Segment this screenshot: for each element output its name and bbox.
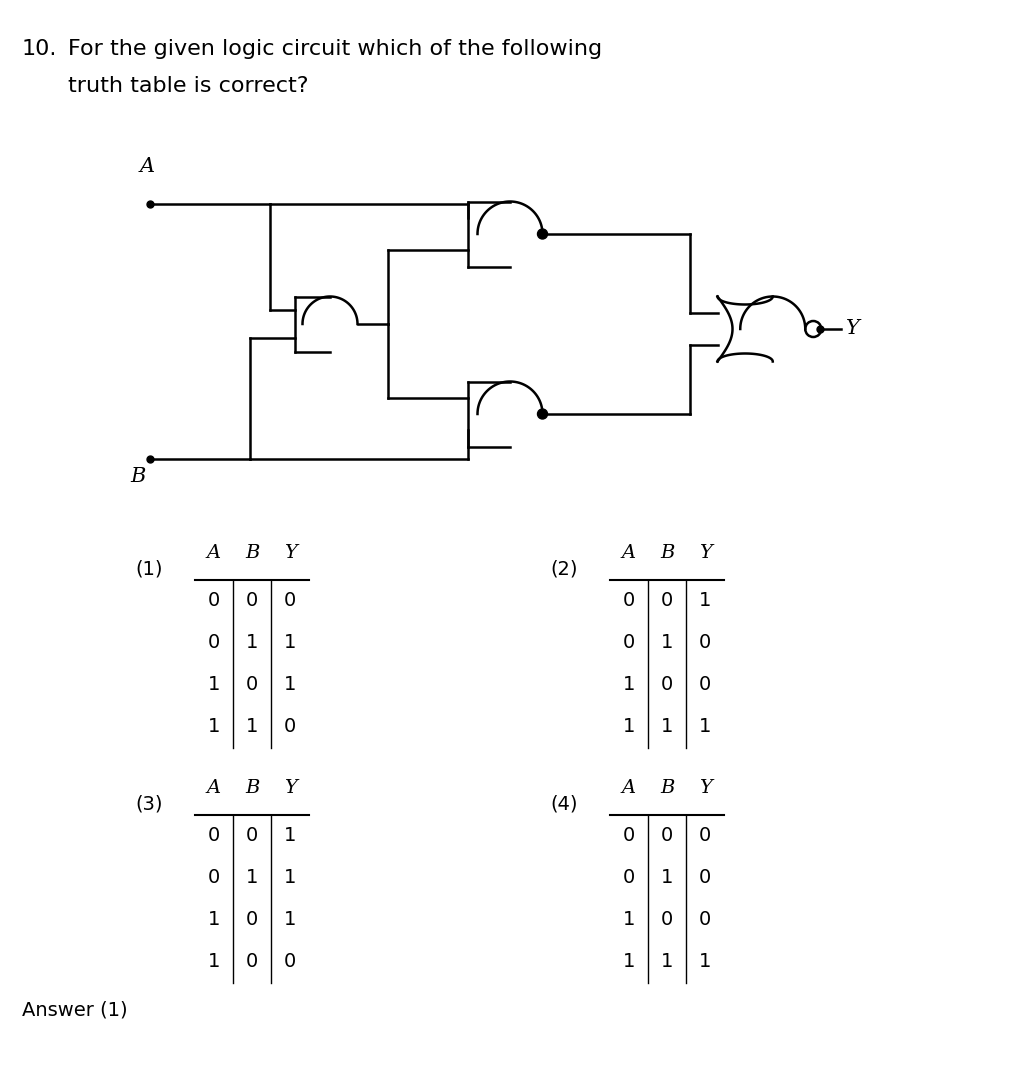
Text: A: A: [207, 779, 221, 797]
Text: 0: 0: [623, 868, 635, 887]
Text: 0: 0: [284, 591, 296, 610]
Text: 1: 1: [660, 953, 673, 971]
Text: 1: 1: [623, 676, 635, 694]
Text: 0: 0: [284, 953, 296, 971]
Text: 0: 0: [208, 634, 220, 652]
Text: 1: 1: [284, 868, 296, 887]
Text: 1: 1: [246, 868, 258, 887]
Text: B: B: [245, 779, 259, 797]
Text: B: B: [130, 467, 145, 487]
Text: B: B: [659, 545, 674, 562]
Text: 1: 1: [660, 868, 673, 887]
Text: 1: 1: [246, 717, 258, 736]
Text: 0: 0: [698, 826, 711, 845]
Text: (2): (2): [550, 560, 578, 579]
Text: 0: 0: [246, 676, 258, 694]
Text: 1: 1: [698, 717, 712, 736]
Text: Y: Y: [846, 319, 860, 338]
Text: 0: 0: [246, 910, 258, 929]
Text: (1): (1): [135, 560, 163, 579]
Text: 0: 0: [284, 717, 296, 736]
Text: A: A: [207, 545, 221, 562]
Text: Answer (1): Answer (1): [22, 1000, 128, 1019]
Text: 0: 0: [623, 634, 635, 652]
Text: 0: 0: [208, 826, 220, 845]
Text: 1: 1: [660, 634, 673, 652]
Text: 1: 1: [623, 910, 635, 929]
Text: 1: 1: [208, 910, 220, 929]
Text: 0: 0: [623, 591, 635, 610]
Text: 1: 1: [246, 634, 258, 652]
Text: For the given logic circuit which of the following: For the given logic circuit which of the…: [68, 39, 602, 59]
Text: 0: 0: [698, 868, 711, 887]
Text: 0: 0: [246, 953, 258, 971]
Text: 0: 0: [208, 591, 220, 610]
Text: truth table is correct?: truth table is correct?: [68, 76, 308, 96]
Text: Y: Y: [698, 779, 712, 797]
Text: Y: Y: [698, 545, 712, 562]
Text: B: B: [245, 545, 259, 562]
Text: A: A: [140, 157, 155, 176]
Text: 1: 1: [698, 591, 712, 610]
Text: 0: 0: [698, 634, 711, 652]
Text: (3): (3): [135, 795, 163, 813]
Text: 1: 1: [284, 826, 296, 845]
Text: 10.: 10.: [22, 39, 57, 59]
Text: 1: 1: [623, 717, 635, 736]
Text: 0: 0: [660, 591, 673, 610]
Text: 0: 0: [660, 826, 673, 845]
Text: 0: 0: [246, 826, 258, 845]
Text: 0: 0: [660, 910, 673, 929]
Text: 0: 0: [660, 676, 673, 694]
Circle shape: [538, 409, 548, 419]
Circle shape: [538, 229, 548, 240]
Text: 0: 0: [208, 868, 220, 887]
Text: A: A: [622, 779, 636, 797]
Text: (4): (4): [550, 795, 578, 813]
Text: 1: 1: [208, 676, 220, 694]
Text: 1: 1: [698, 953, 712, 971]
Text: 1: 1: [208, 953, 220, 971]
Text: A: A: [622, 545, 636, 562]
Text: 1: 1: [284, 910, 296, 929]
Text: 0: 0: [698, 676, 711, 694]
Text: B: B: [659, 779, 674, 797]
Text: Y: Y: [284, 779, 296, 797]
Text: 0: 0: [246, 591, 258, 610]
Text: 1: 1: [208, 717, 220, 736]
Text: 1: 1: [284, 634, 296, 652]
Text: 1: 1: [660, 717, 673, 736]
Text: 1: 1: [284, 676, 296, 694]
Text: 0: 0: [623, 826, 635, 845]
Text: Y: Y: [284, 545, 296, 562]
Text: 1: 1: [623, 953, 635, 971]
Text: 0: 0: [698, 910, 711, 929]
